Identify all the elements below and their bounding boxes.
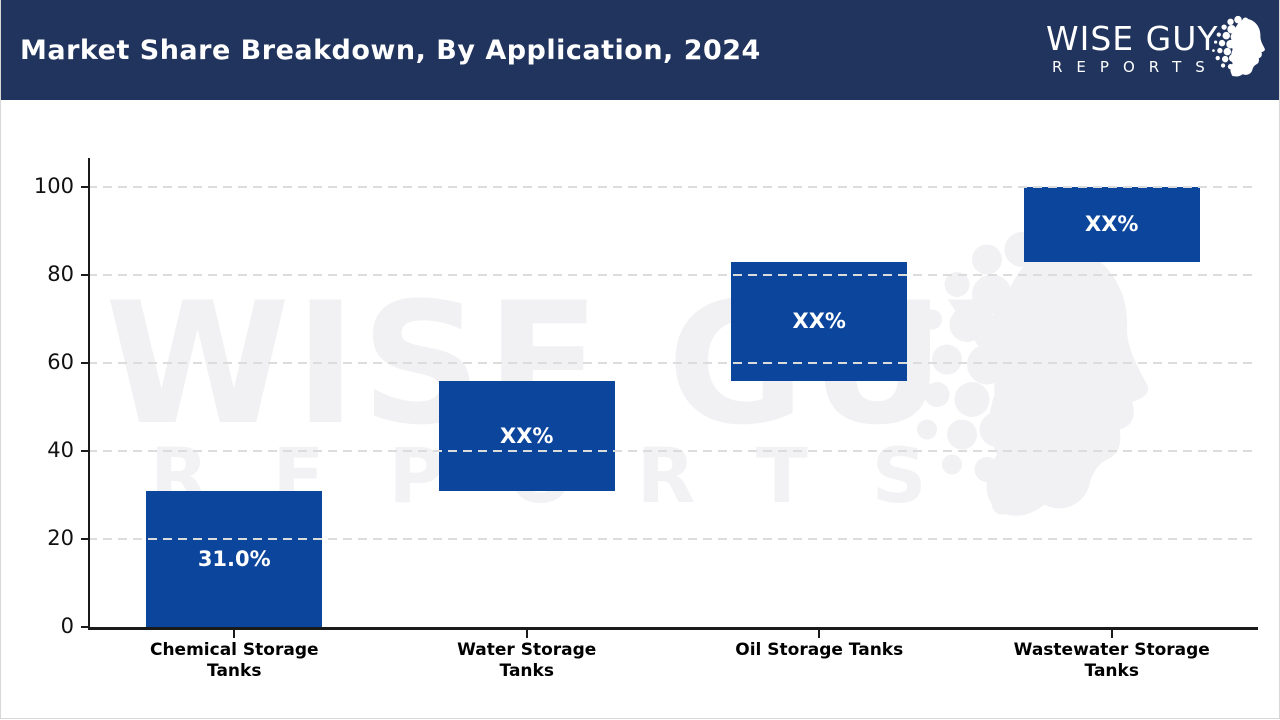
y-tick-mark: [81, 450, 88, 452]
y-tick-mark: [81, 538, 88, 540]
brand-logo-name: WISE GUY: [1046, 19, 1219, 58]
x-category-label-oil-storage-tanks: Oil Storage Tanks: [735, 640, 904, 660]
y-axis-line: [88, 158, 90, 630]
gridline-y60: [88, 362, 1258, 364]
watermark-head-icon: [900, 232, 1149, 516]
y-tick-label: 0: [60, 614, 74, 638]
y-tick-label: 20: [47, 526, 74, 550]
x-tick-mark: [818, 630, 821, 638]
bar-wastewater-storage-tanks: XX%: [1023, 187, 1200, 262]
y-tick-mark: [81, 186, 88, 188]
y-tick-label: 60: [47, 350, 74, 374]
y-tick-label: 100: [33, 174, 74, 198]
bar-value-label: XX%: [1085, 212, 1139, 237]
bar-chemical-storage-tanks: 31.0%: [146, 490, 323, 627]
bar-water-storage-tanks: XX%: [438, 380, 615, 491]
y-tick-label: 40: [47, 438, 74, 462]
gridline-y20: [88, 538, 1258, 540]
y-tick-mark: [81, 362, 88, 364]
bar-value-label: XX%: [500, 423, 554, 448]
x-category-label-chemical-storage-tanks: Chemical Storage Tanks: [149, 640, 319, 681]
brand-logo-subtitle: REPORTS: [1052, 57, 1219, 76]
y-tick-mark: [81, 274, 88, 276]
gridline-y100: [88, 186, 1258, 188]
y-tick-label: 80: [47, 262, 74, 286]
page-title: Market Share Breakdown, By Application, …: [20, 34, 761, 66]
brand-head-icon: [1212, 15, 1265, 77]
x-tick-mark: [1110, 630, 1113, 638]
x-tick-mark: [233, 630, 236, 638]
bar-value-label: 31.0%: [197, 546, 271, 571]
x-category-label-wastewater-storage-tanks: Wastewater Storage Tanks: [1013, 640, 1210, 681]
x-category-label-water-storage-tanks: Water Storage Tanks: [457, 640, 597, 681]
gridline-y80: [88, 274, 1258, 276]
x-axis-line: [88, 627, 1258, 630]
bar-oil-storage-tanks: XX%: [731, 261, 908, 381]
header-bar: Market Share Breakdown, By Application, …: [0, 0, 1280, 100]
gridline-y40: [88, 450, 1258, 452]
x-tick-mark: [525, 630, 528, 638]
brand-logo: WISE GUY REPORTS: [1046, 20, 1219, 76]
y-tick-mark: [81, 626, 88, 628]
bar-value-label: XX%: [792, 309, 846, 334]
